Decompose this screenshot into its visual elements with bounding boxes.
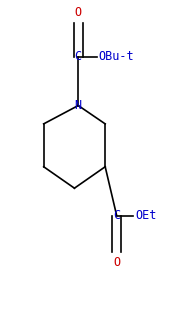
Text: C: C bbox=[113, 209, 120, 222]
Text: O: O bbox=[75, 6, 82, 19]
Text: OEt: OEt bbox=[135, 209, 156, 222]
Text: C: C bbox=[75, 50, 82, 63]
Text: N: N bbox=[75, 99, 82, 112]
Text: OBu-t: OBu-t bbox=[98, 50, 134, 63]
Text: O: O bbox=[113, 256, 120, 269]
